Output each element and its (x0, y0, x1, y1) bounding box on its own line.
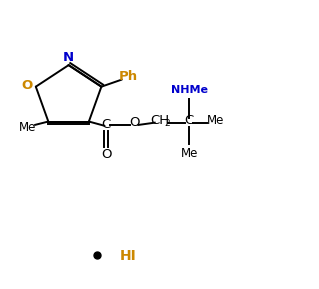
Text: O: O (101, 148, 111, 161)
Text: HI: HI (120, 249, 137, 263)
Text: N: N (63, 51, 74, 64)
Text: O: O (129, 116, 140, 129)
Text: CH: CH (150, 114, 169, 127)
Text: Me: Me (207, 114, 225, 127)
Text: C: C (101, 118, 111, 131)
Text: Me: Me (19, 121, 37, 134)
Text: Me: Me (181, 147, 198, 160)
Text: NHMe: NHMe (171, 85, 208, 95)
Text: 2: 2 (164, 119, 170, 128)
Text: C: C (185, 114, 194, 127)
Text: O: O (21, 79, 33, 92)
Text: Ph: Ph (118, 70, 137, 83)
